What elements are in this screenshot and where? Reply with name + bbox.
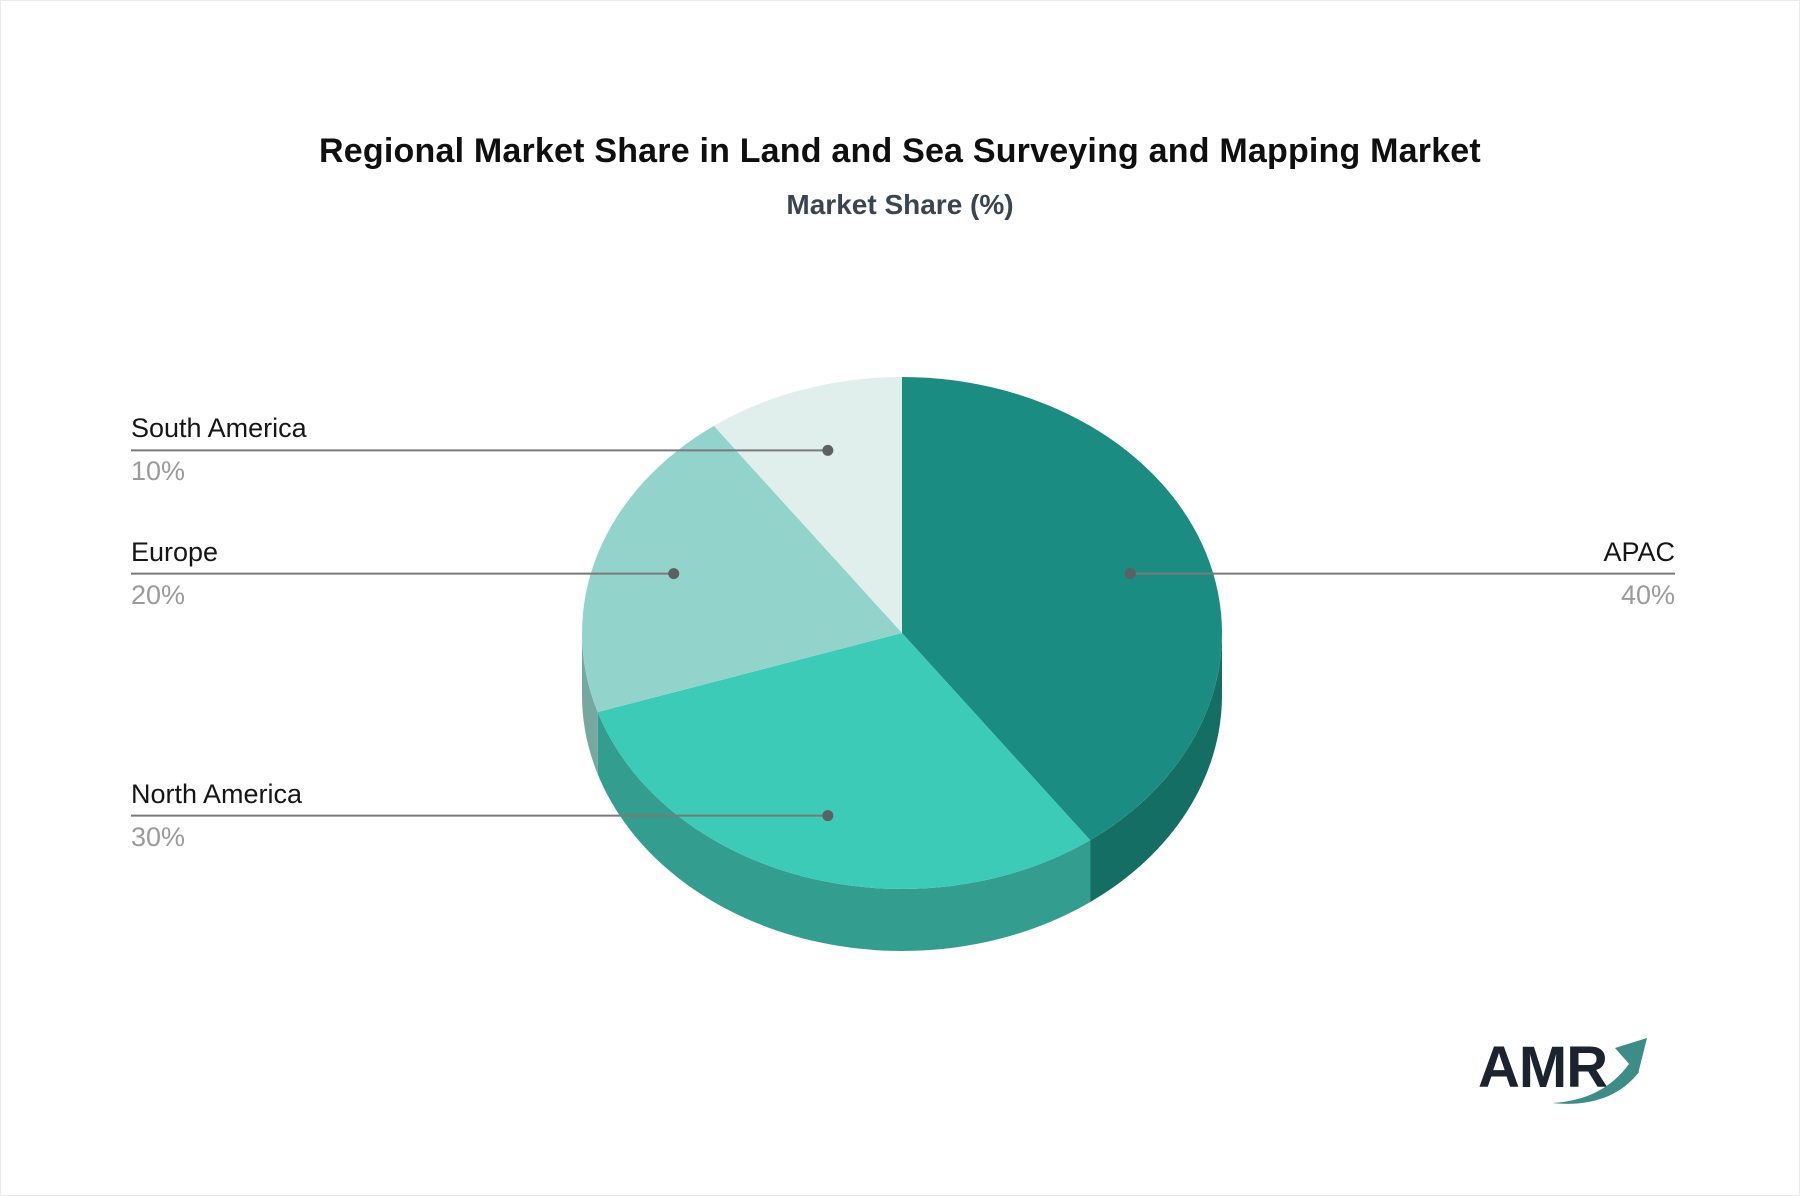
- slice-label-north-america: North America: [131, 778, 303, 809]
- pie-slice-depth-north-america: [597, 712, 1091, 951]
- chart-title: Regional Market Share in Land and Sea Su…: [319, 132, 1481, 170]
- leader-dot-south-america: [822, 444, 834, 456]
- leader-dot-north-america: [822, 810, 834, 822]
- slice-percent-south-america: 10%: [131, 456, 186, 487]
- pie-slice-south-america[interactable]: [713, 377, 902, 633]
- slice-label-europe: Europe: [131, 536, 219, 567]
- chart-subtitle: Market Share (%): [786, 189, 1014, 220]
- slice-percent-north-america: 30%: [131, 821, 186, 852]
- slice-label-apac: APAC: [1603, 536, 1675, 567]
- amr-logo: AMR: [1478, 1034, 1647, 1104]
- leader-dot-europe: [668, 568, 680, 580]
- slice-label-south-america: South America: [131, 413, 307, 444]
- pie-slice-north-america[interactable]: [597, 633, 1091, 889]
- pie-slice-depth-apac: [1090, 633, 1222, 903]
- slice-percent-apac: 40%: [1620, 579, 1675, 610]
- amr-logo-text: AMR: [1478, 1035, 1608, 1100]
- leader-dot-apac: [1124, 568, 1136, 580]
- pie-slice-apac[interactable]: [902, 377, 1222, 841]
- pie-slice-europe[interactable]: [582, 425, 902, 713]
- slice-percent-europe: 20%: [131, 579, 186, 610]
- pie-slice-depth-europe: [582, 633, 598, 775]
